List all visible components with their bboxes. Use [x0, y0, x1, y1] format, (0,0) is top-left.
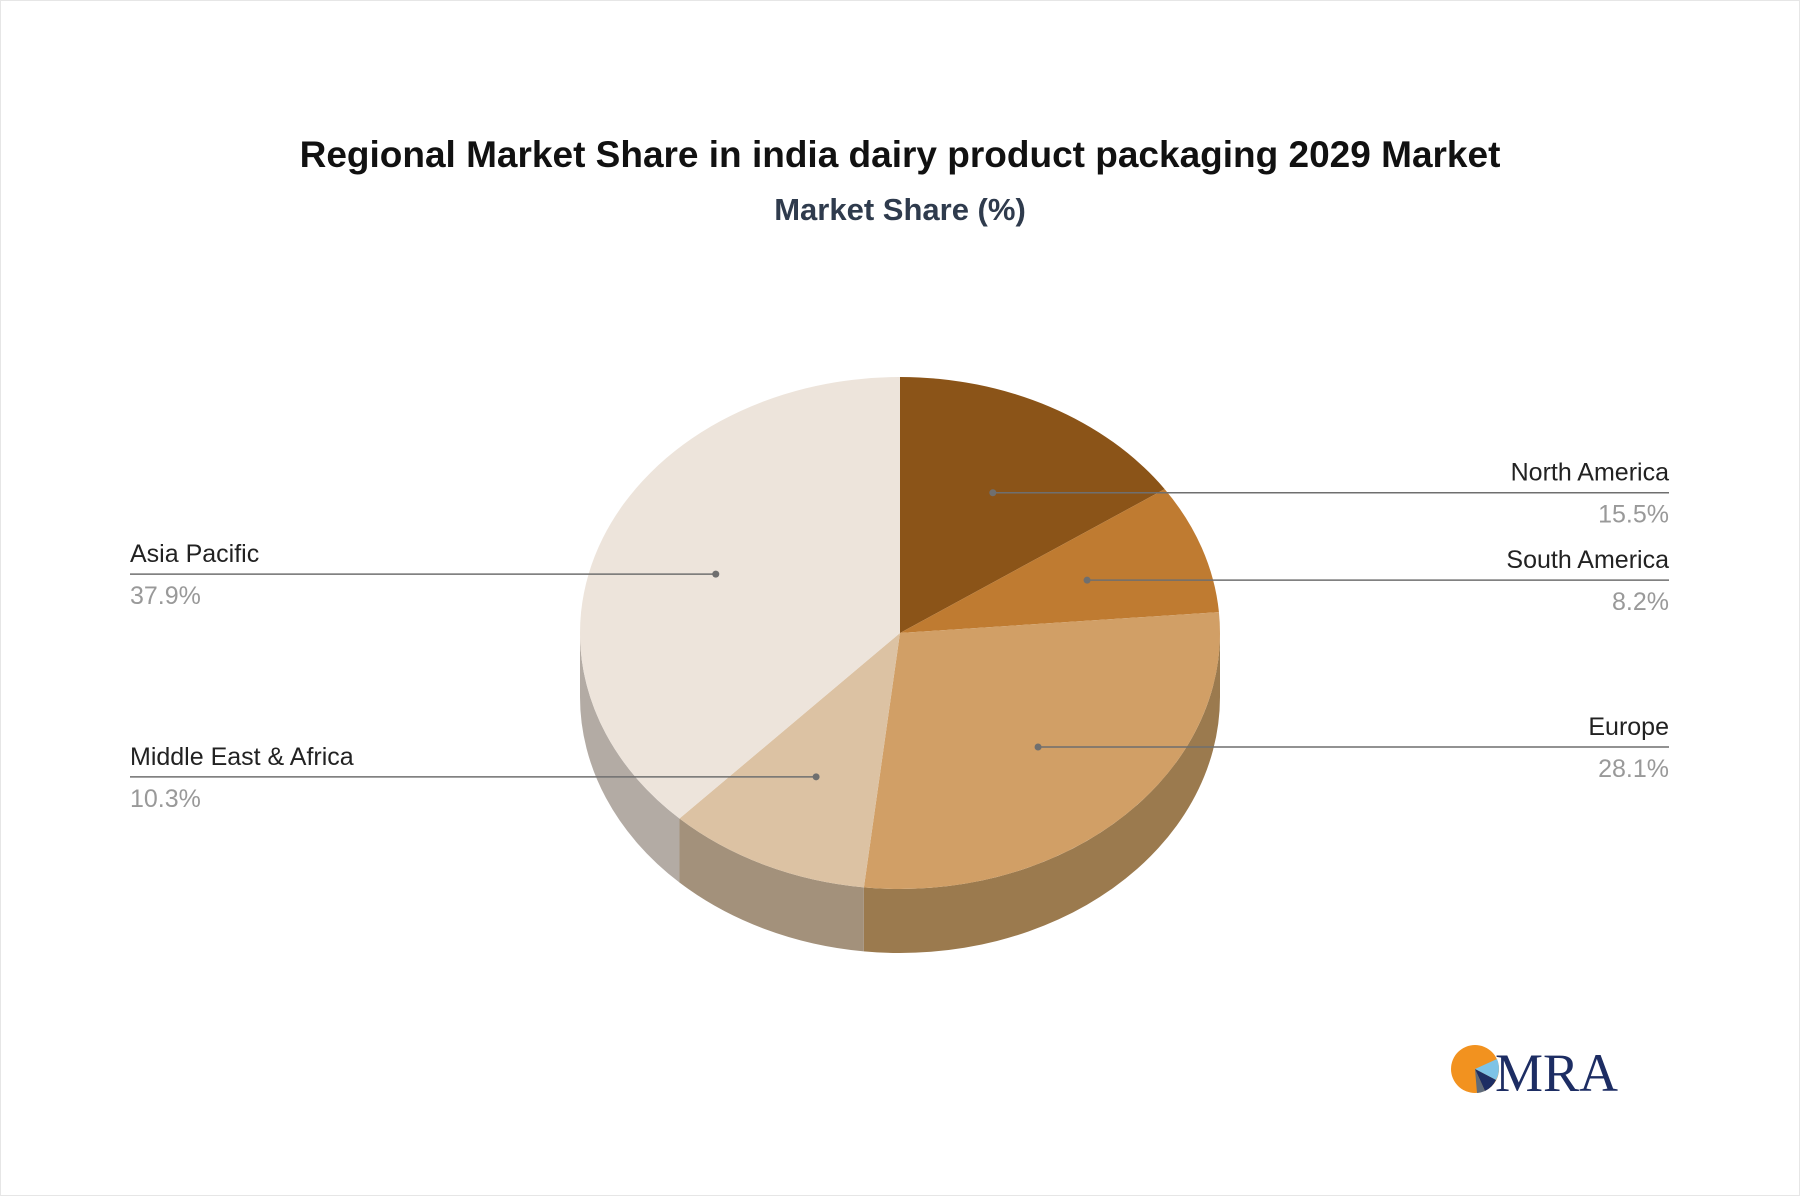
label-value-north-america: 15.5%: [1598, 501, 1669, 529]
leader-dot-middle-east-and-africa: [812, 773, 820, 781]
pie-slice-south-america[interactable]: [900, 489, 1219, 633]
leader-dot-north-america: [989, 489, 997, 497]
pie-slice-north-america[interactable]: [900, 377, 1165, 633]
pie-slice-asia-pacific[interactable]: [580, 377, 900, 819]
leader-dot-europe: [1034, 743, 1042, 751]
pie-slices: [580, 377, 1220, 889]
chart-subtitle: Market Share (%): [774, 192, 1026, 227]
chart-title: Regional Market Share in india dairy pro…: [299, 134, 1501, 175]
leader-dot-south-america: [1083, 576, 1091, 584]
mra-logo-mark: MRA: [1451, 1043, 1618, 1103]
pie-labels: North America 15.5% South America 8.2% Europ…: [130, 459, 1669, 813]
label-name-middle-east-and-africa: Middle East & Africa: [130, 743, 354, 771]
label-value-asia-pacific: 37.9%: [130, 582, 201, 610]
label-name-asia-pacific: Asia Pacific: [130, 540, 259, 568]
pie-slice-europe[interactable]: [863, 612, 1220, 889]
label-name-north-america: North America: [1511, 459, 1669, 487]
pie-side-europe: [863, 633, 1220, 953]
label-value-south-america: 8.2%: [1612, 588, 1669, 616]
label-name-europe: Europe: [1588, 713, 1669, 741]
pie-side-middle-east-and-africa: [679, 818, 864, 952]
label-name-south-america: South America: [1506, 546, 1669, 574]
pie-side-walls: [580, 633, 1220, 953]
label-value-middle-east-and-africa: 10.3%: [130, 785, 201, 813]
pie-side-asia-pacific: [580, 633, 680, 883]
label-value-europe: 28.1%: [1598, 755, 1669, 783]
pie-slice-middle-east-and-africa[interactable]: [679, 633, 900, 888]
logo-text: MRA: [1495, 1043, 1618, 1100]
mra-logo: MRA: [1449, 1038, 1639, 1103]
leader-dot-asia-pacific: [712, 570, 720, 578]
